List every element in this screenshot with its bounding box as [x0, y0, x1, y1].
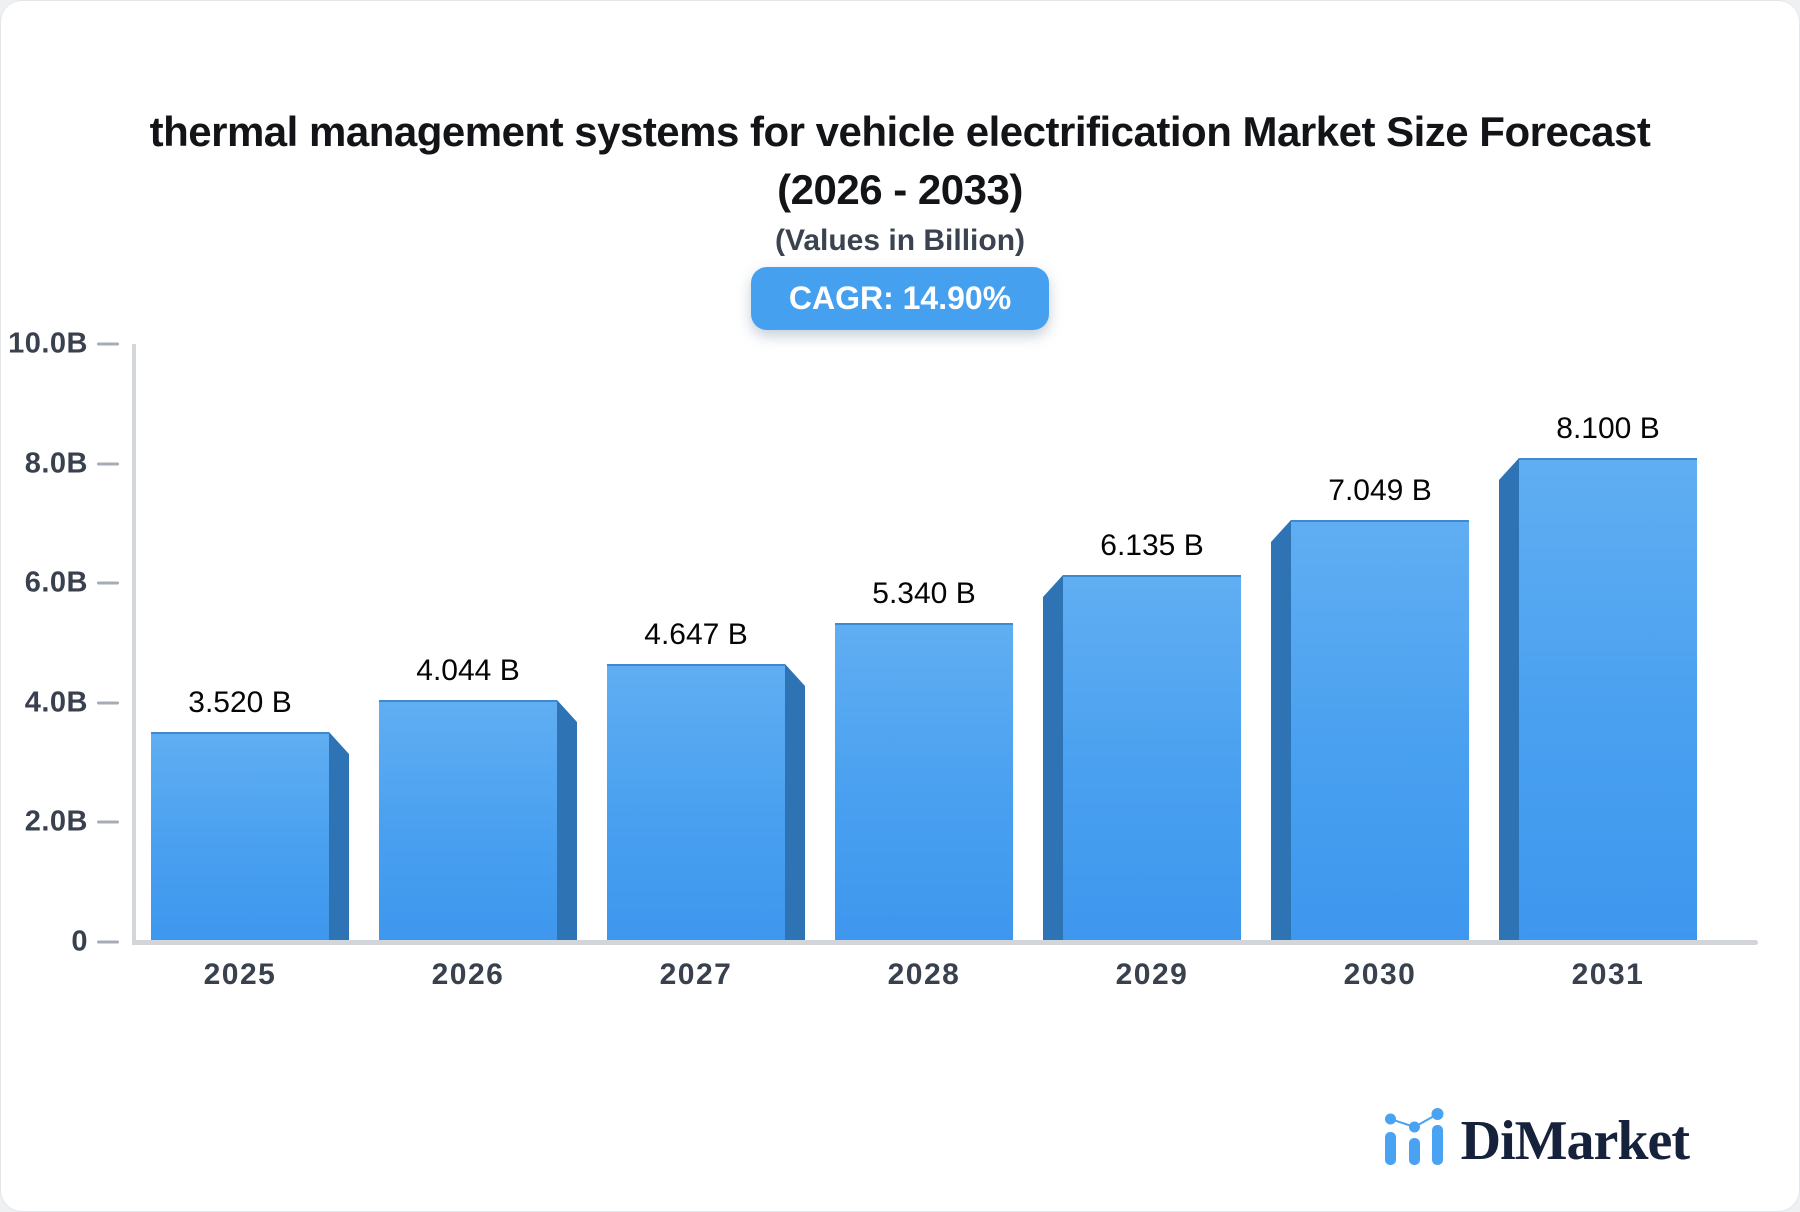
bar-year-label: 2029 [1115, 958, 1189, 991]
bar-3d-side [557, 700, 577, 942]
y-tick-row: 8.0B [1, 447, 136, 480]
y-tick-row: 2.0B [1, 806, 136, 839]
y-axis-line [132, 344, 136, 945]
y-tick-label: 6.0B [24, 566, 88, 599]
y-tick-row: 4.0B [1, 686, 136, 719]
bar-slot: 4.044 B 2026 [379, 654, 577, 991]
bar-3d-side [1043, 575, 1063, 942]
plot-area: 3.520 B 2025 4.044 B 2026 4.647 B 2027 5… [136, 344, 1758, 991]
chart-title-line1: thermal management systems for vehicle e… [149, 108, 1651, 155]
chart-subtitle: (Values in Billion) [774, 224, 1026, 257]
bar-fill [1519, 458, 1697, 942]
y-tick-label: 2.0B [24, 805, 88, 838]
y-tick-label: 8.0B [24, 447, 88, 480]
y-tick-row: 6.0B [1, 567, 136, 600]
bar-slot: 3.520 B 2025 [151, 686, 349, 991]
bars-container: 3.520 B 2025 4.044 B 2026 4.647 B 2027 5… [136, 344, 1758, 991]
y-tick-mark [97, 940, 119, 944]
bar-year-label: 2031 [1571, 958, 1645, 991]
bar-slot: 5.340 B 2028 [835, 577, 1013, 991]
bar-slot: 7.049 B 2030 [1271, 474, 1469, 991]
bar-value-label: 5.340 B [872, 577, 976, 610]
bar-slot: 6.135 B 2029 [1043, 529, 1241, 991]
mini-bar-chart-icon [1384, 1108, 1444, 1165]
bar-value-label: 4.647 B [644, 618, 748, 651]
bar-fill [379, 700, 557, 942]
y-tick-mark [97, 342, 119, 346]
bar-3d-side [1271, 520, 1291, 942]
bar-year-label: 2025 [203, 958, 277, 991]
bar-slot: 4.647 B 2027 [607, 618, 805, 991]
bar-fill [1063, 575, 1241, 942]
logo-wordmark: DiMarket [1460, 1110, 1690, 1172]
y-tick-mark [97, 581, 119, 585]
bar-fill [151, 732, 329, 942]
y-tick-label: 4.0B [24, 686, 88, 719]
bar-fill [835, 623, 1013, 942]
y-tick-label: 10.0B [8, 327, 88, 360]
y-tick-mark [97, 820, 119, 824]
bar-3d-side [329, 732, 349, 942]
y-tick-row: 0 [1, 926, 136, 959]
y-tick-mark [97, 701, 119, 705]
y-tick-label: 0 [71, 925, 88, 958]
chart-title-line2: (2026 - 2033) [777, 166, 1023, 213]
y-axis-labels: 10.0B 8.0B 6.0B 4.0B 2.0B 0 [1, 328, 136, 958]
bar-fill [1291, 520, 1469, 942]
y-tick-row: 10.0B [1, 328, 136, 361]
bar-fill [607, 664, 785, 942]
bar-value-label: 8.100 B [1556, 412, 1660, 445]
bar-value-label: 6.135 B [1100, 529, 1204, 562]
cagr-badge: CAGR: 14.90% [750, 267, 1050, 330]
chart-header: thermal management systems for vehicle e… [1, 103, 1799, 330]
bar-value-label: 4.044 B [416, 654, 520, 687]
bar-year-label: 2027 [659, 958, 733, 991]
bar-year-label: 2028 [887, 958, 961, 991]
y-tick-mark [97, 462, 119, 466]
bar-value-label: 3.520 B [188, 686, 292, 719]
x-axis-line [132, 940, 1758, 945]
bar-3d-side [1499, 458, 1519, 942]
bar-slot: 8.100 B 2031 [1499, 412, 1697, 991]
bar-year-label: 2030 [1343, 958, 1417, 991]
bar-year-label: 2026 [431, 958, 505, 991]
bar-3d-side [785, 664, 805, 942]
dimarket-logo: DiMarket [1384, 1107, 1690, 1172]
bar-value-label: 7.049 B [1328, 474, 1432, 507]
